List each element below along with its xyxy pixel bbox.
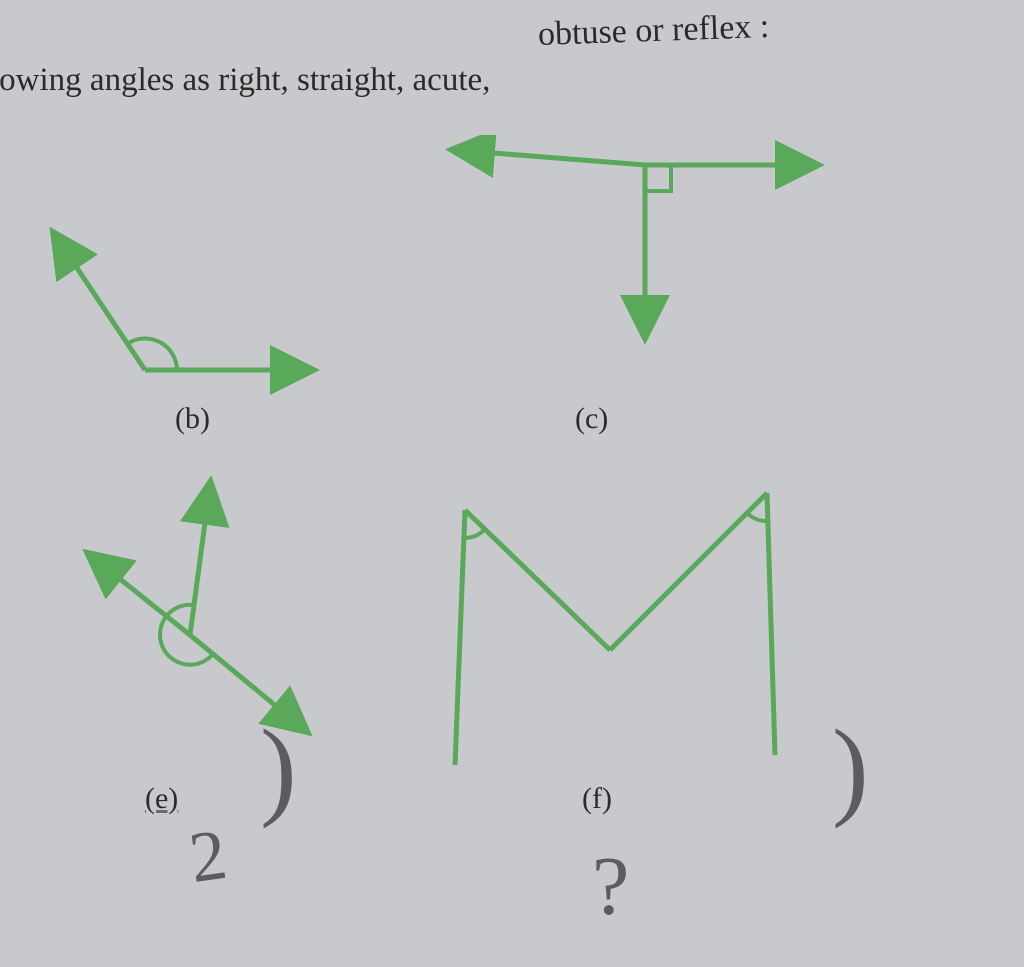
diagram-f bbox=[415, 475, 815, 785]
diagram-b bbox=[20, 200, 330, 400]
question-line-bottom: lowing angles as right, straight, acute, bbox=[0, 62, 490, 99]
diagram-e bbox=[60, 475, 340, 765]
paren-e: ) bbox=[260, 705, 297, 832]
handwriting-two: 2 bbox=[184, 813, 231, 900]
label-b: (b) bbox=[175, 402, 210, 436]
label-f: (f) bbox=[582, 782, 612, 816]
label-c: (c) bbox=[575, 402, 608, 436]
handwriting-qmark: ? bbox=[592, 838, 629, 935]
question-line-top: obtuse or reflex : bbox=[537, 8, 769, 54]
diagram-c bbox=[425, 135, 835, 355]
paren-f: ) bbox=[832, 705, 869, 832]
label-e: (e) bbox=[145, 782, 178, 816]
